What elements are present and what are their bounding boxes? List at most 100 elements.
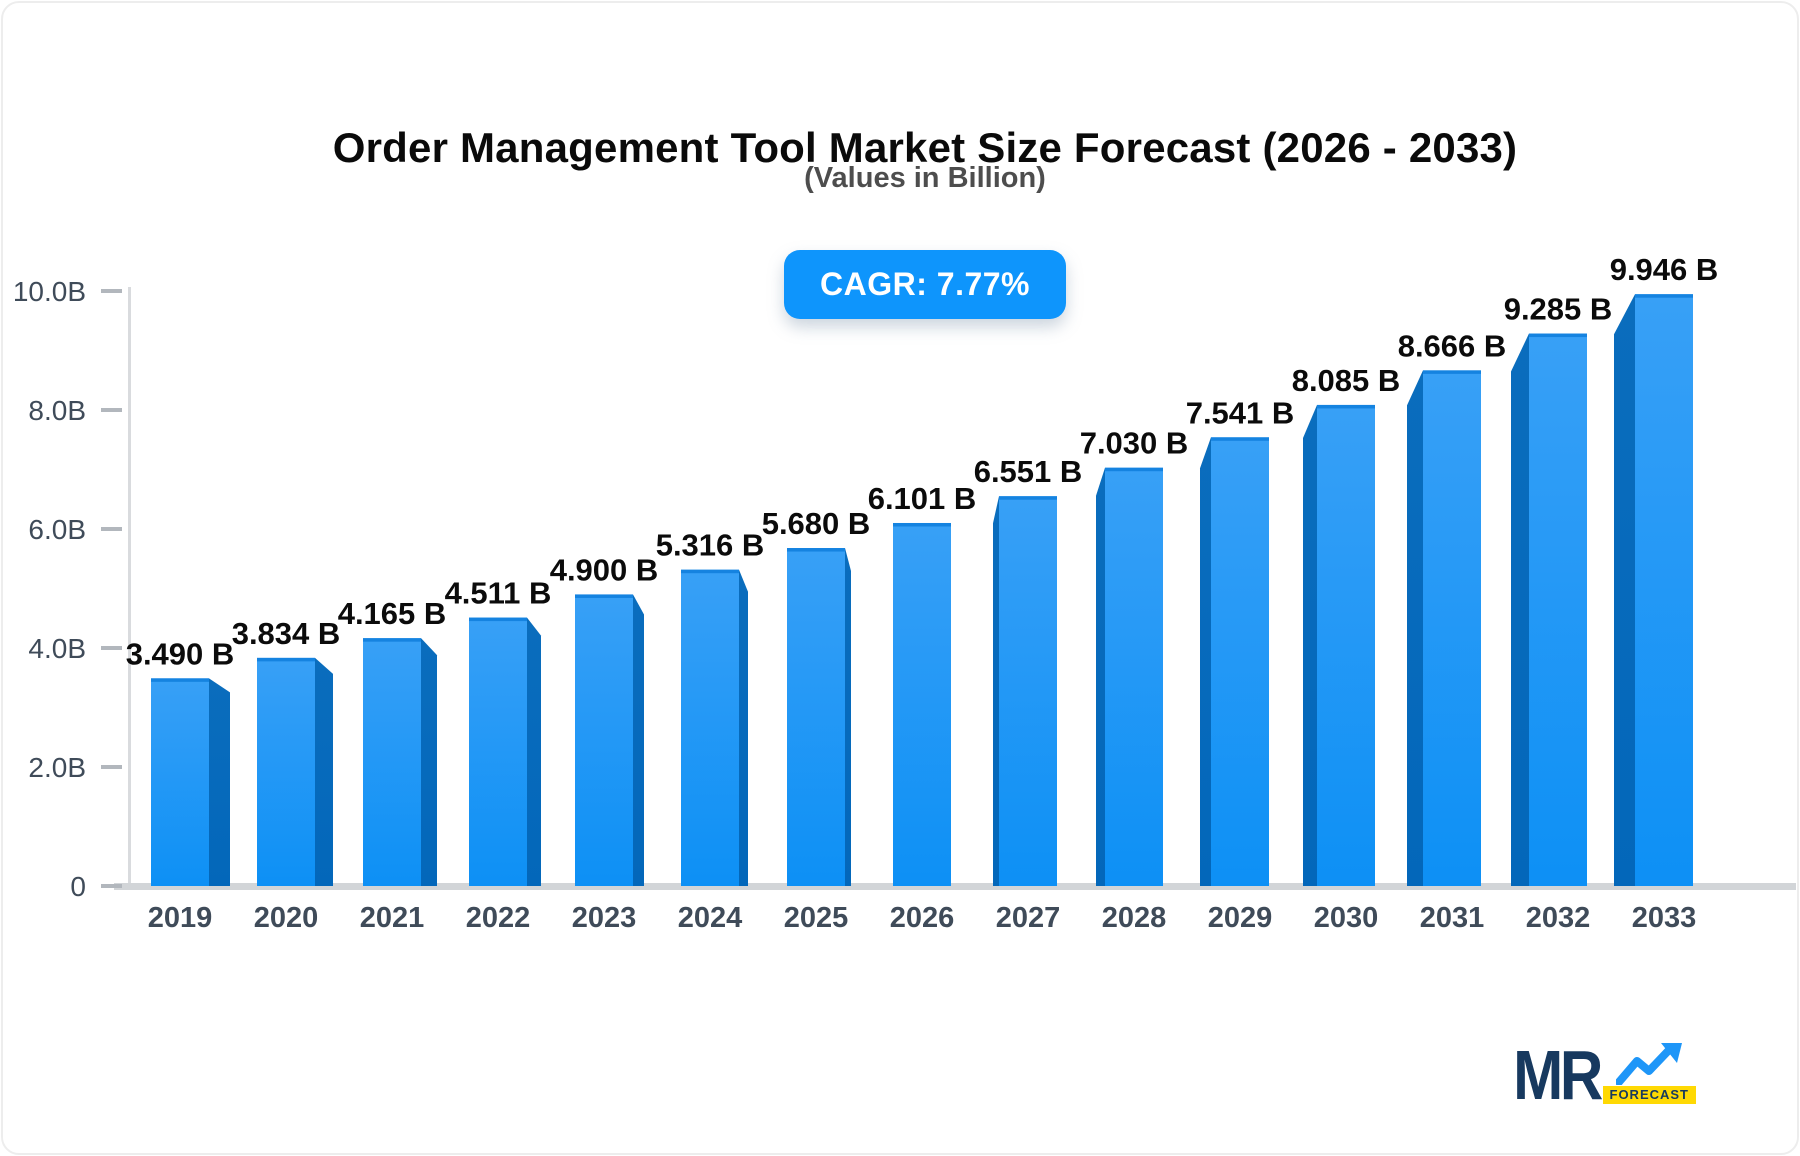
- bar-front-face: [1635, 294, 1693, 886]
- x-axis-label: 2031: [1420, 902, 1485, 934]
- x-axis-label: 2026: [890, 902, 955, 934]
- bar-group-2025: 5.680 B 2025: [762, 506, 871, 934]
- chart-title: Order Management Tool Market Size Foreca…: [332, 124, 1518, 172]
- x-axis-label: 2030: [1314, 902, 1379, 934]
- y-axis-tick-label: 10.0B: [13, 276, 86, 307]
- bar-top-edge: [1317, 404, 1375, 409]
- bar-front-face: [999, 496, 1057, 886]
- y-axis-tick: [101, 646, 122, 650]
- x-axis-label: 2028: [1102, 902, 1167, 934]
- y-axis-tick-label: 8.0B: [28, 395, 86, 426]
- bar-value-label: 4.511 B: [445, 576, 552, 611]
- bar-group-2022: 4.511 B 2022: [445, 576, 552, 934]
- x-axis-line: [114, 883, 1796, 890]
- cagr-badge: CAGR: 7.77%: [784, 250, 1066, 319]
- bar-front-face: [575, 594, 633, 886]
- bar-value-label: 9.946 B: [1610, 252, 1719, 287]
- bar-side-face: [845, 548, 851, 886]
- bar-front-face: [1317, 404, 1375, 886]
- bar-side-face: [633, 594, 644, 886]
- bar-group-2032: 9.285 B 2032: [1504, 292, 1613, 934]
- bar-group-2029: 7.541 B 2029: [1186, 395, 1295, 934]
- bar-top-edge: [151, 678, 209, 682]
- bar-side-face: [739, 569, 748, 886]
- bar-value-label: 3.834 B: [232, 616, 341, 651]
- bar-group-2031: 8.666 B 2031: [1398, 328, 1507, 934]
- y-axis-tick-label: 2.0B: [28, 752, 86, 783]
- bar-front-face: [1423, 370, 1481, 886]
- x-axis-label: 2024: [678, 902, 743, 934]
- bar-side-face: [1407, 370, 1423, 886]
- x-axis-label: 2019: [148, 902, 213, 934]
- bar-top-edge: [257, 657, 315, 662]
- bar-group-2024: 5.316 B 2024: [656, 528, 765, 934]
- bar-value-label: 5.316 B: [656, 528, 765, 563]
- logo-forecast-tag: FORECAST: [1602, 1085, 1696, 1104]
- bar-side-face: [1614, 294, 1635, 886]
- bar-group-2033: 9.946 B 2033: [1610, 252, 1719, 934]
- bar-value-label: 9.285 B: [1504, 292, 1613, 327]
- cagr-badge-wrap: CAGR: 7.77%: [25, 250, 1800, 319]
- bar-top-edge: [999, 496, 1057, 500]
- bar-front-face: [1105, 467, 1163, 886]
- bar-front-face: [681, 569, 739, 886]
- x-axis-label: 2029: [1208, 902, 1273, 934]
- bar-side-face: [1096, 467, 1105, 886]
- bar-top-edge: [681, 569, 739, 574]
- y-axis-tick: [101, 884, 122, 888]
- bar-group-2030: 8.085 B 2030: [1292, 363, 1401, 934]
- bar-front-face: [893, 522, 951, 886]
- bar-top-edge: [893, 522, 951, 527]
- y-axis-line: [128, 287, 131, 886]
- bar-group-2027: 6.551 B 2027: [974, 454, 1083, 934]
- bar-top-edge: [1423, 370, 1481, 374]
- y-axis-tick: [101, 289, 122, 293]
- bar-front-face: [1211, 437, 1269, 886]
- x-axis-label: 2021: [360, 902, 425, 934]
- bar-value-label: 8.085 B: [1292, 363, 1401, 398]
- bar-value-label: 6.551 B: [974, 454, 1083, 489]
- bar-group-2028: 7.030 B 2028: [1080, 426, 1189, 934]
- bar-top-edge: [1635, 294, 1693, 298]
- y-axis-tick-label: 4.0B: [28, 633, 86, 664]
- x-axis-label: 2023: [572, 902, 637, 934]
- x-axis-label: 2027: [996, 902, 1061, 934]
- y-axis-tick-label: 6.0B: [28, 514, 86, 545]
- x-axis-label: 2020: [254, 902, 319, 934]
- bar-side-face: [421, 638, 437, 886]
- bar-value-label: 7.541 B: [1186, 395, 1295, 430]
- bar-group-2023: 4.900 B 2023: [550, 552, 659, 934]
- bar-top-edge: [363, 638, 421, 642]
- bar-value-label: 4.900 B: [550, 552, 659, 587]
- bar-group-2020: 3.834 B 2020: [232, 616, 341, 934]
- bar-top-edge: [787, 548, 845, 552]
- y-axis-tick: [101, 765, 122, 769]
- bar-side-face: [315, 657, 333, 886]
- bar-side-face: [527, 617, 541, 886]
- logo-mr-text: MR: [1512, 1035, 1603, 1114]
- bar-side-face: [209, 678, 230, 886]
- bar-front-face: [469, 617, 527, 886]
- bar-front-face: [787, 548, 845, 886]
- bar-front-face: [151, 678, 209, 886]
- bar-value-label: 3.490 B: [126, 636, 235, 671]
- y-axis-tick: [101, 408, 122, 412]
- bar-top-edge: [1211, 437, 1269, 441]
- bar-front-face: [257, 657, 315, 886]
- x-axis-label: 2032: [1526, 902, 1591, 934]
- bar-group-2026: 6.101 B 2026: [868, 481, 977, 934]
- y-axis-tick: [101, 527, 122, 531]
- bar-top-edge: [575, 594, 633, 598]
- bar-value-label: 7.030 B: [1080, 426, 1189, 461]
- bar-side-face: [1303, 404, 1317, 886]
- x-axis-label: 2025: [784, 902, 849, 934]
- bar-group-2019: 3.490 B 2019: [126, 636, 235, 934]
- bar-side-face: [1200, 437, 1211, 886]
- bar-front-face: [363, 638, 421, 886]
- mr-forecast-logo: MR FORECAST: [1499, 1035, 1696, 1114]
- y-axis-tick-label: 0: [70, 871, 86, 902]
- logo-right-block: FORECAST: [1602, 1042, 1696, 1104]
- bar-side-face: [993, 496, 999, 886]
